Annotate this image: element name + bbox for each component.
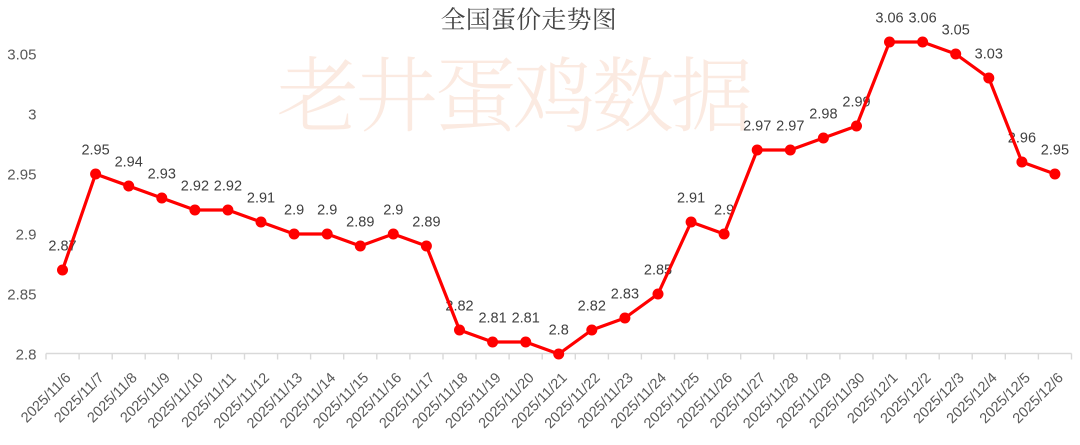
- svg-text:2.85: 2.85: [644, 262, 672, 278]
- svg-text:2.89: 2.89: [412, 214, 440, 230]
- svg-text:2.9: 2.9: [317, 202, 337, 218]
- svg-text:3.05: 3.05: [7, 46, 36, 63]
- svg-text:2.95: 2.95: [81, 142, 109, 158]
- svg-text:2.81: 2.81: [512, 310, 540, 326]
- svg-text:2.92: 2.92: [181, 178, 209, 194]
- svg-text:3: 3: [28, 106, 36, 123]
- svg-text:2.98: 2.98: [809, 106, 837, 122]
- svg-text:2.8: 2.8: [16, 346, 37, 363]
- svg-text:3.03: 3.03: [975, 46, 1003, 62]
- svg-text:2.94: 2.94: [115, 154, 143, 170]
- svg-text:2.95: 2.95: [1041, 142, 1069, 158]
- svg-text:2.97: 2.97: [743, 118, 771, 134]
- svg-text:3.05: 3.05: [942, 22, 970, 38]
- svg-text:2.97: 2.97: [776, 118, 804, 134]
- svg-text:2.83: 2.83: [611, 286, 639, 302]
- svg-text:2.9: 2.9: [16, 226, 37, 243]
- svg-text:2.9: 2.9: [383, 202, 403, 218]
- svg-text:3.06: 3.06: [875, 10, 903, 26]
- svg-text:2.82: 2.82: [578, 298, 606, 314]
- svg-text:2.91: 2.91: [677, 190, 705, 206]
- svg-text:2.91: 2.91: [247, 190, 275, 206]
- svg-text:2.93: 2.93: [148, 166, 176, 182]
- svg-text:2.9: 2.9: [284, 202, 304, 218]
- svg-text:2.9: 2.9: [714, 202, 734, 218]
- svg-text:2.85: 2.85: [7, 286, 36, 303]
- svg-text:3.06: 3.06: [908, 10, 936, 26]
- svg-text:2.8: 2.8: [549, 322, 569, 338]
- svg-text:2.92: 2.92: [214, 178, 242, 194]
- svg-text:2.95: 2.95: [7, 166, 36, 183]
- svg-text:2.89: 2.89: [346, 214, 374, 230]
- svg-text:2.81: 2.81: [478, 310, 506, 326]
